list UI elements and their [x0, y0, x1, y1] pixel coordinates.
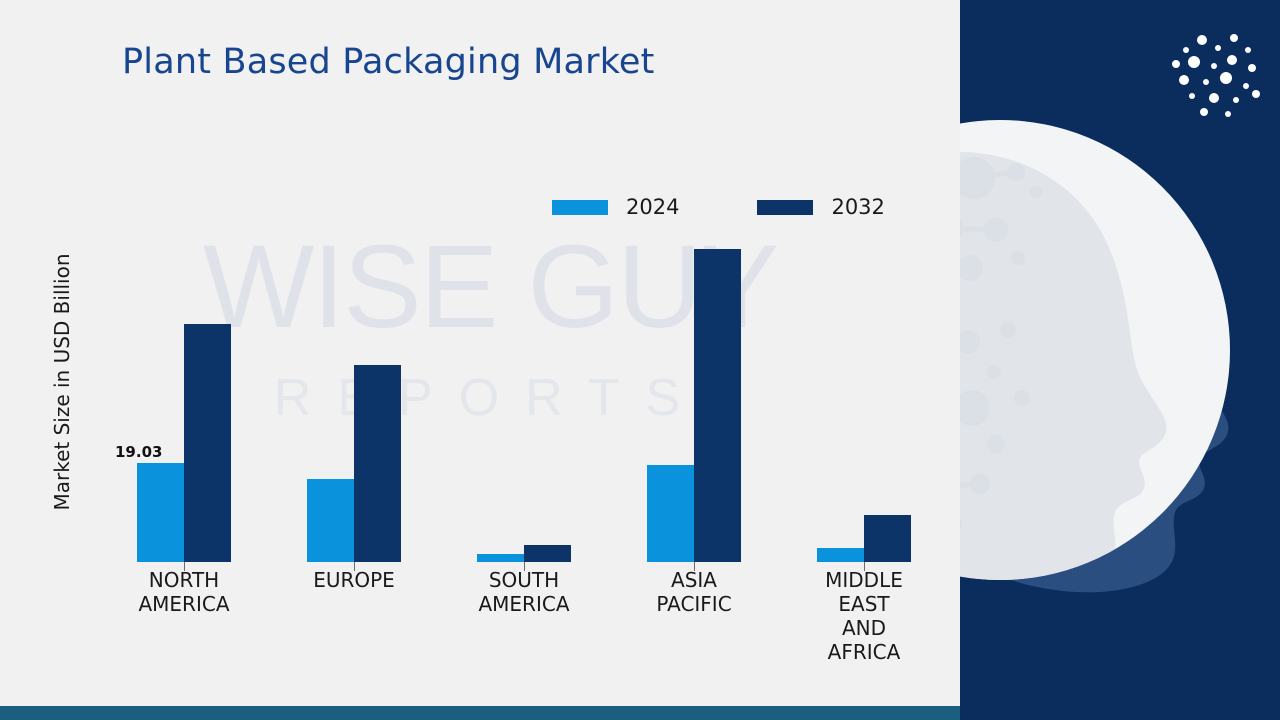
page-title: Plant Based Packaging Market — [122, 42, 655, 82]
bar-2024-europe — [307, 479, 354, 562]
axis-tick — [184, 562, 185, 571]
legend-item-2024: 2024 — [552, 195, 679, 219]
category-label: ASIA PACIFIC — [656, 568, 732, 616]
bar-2032-europe — [354, 365, 401, 562]
bottom-accent-strip — [0, 706, 960, 720]
category-label: NORTH AMERICA — [138, 568, 230, 616]
head-graphic — [960, 0, 1280, 720]
axis-tick — [354, 562, 355, 571]
bars-layer: 19.03 NORTH AMERICA EUROPE SOUTH AMERICA ASIA P… — [115, 249, 911, 664]
category-label: EUROPE — [313, 568, 395, 592]
bar-2024-middle-east-and-africa — [817, 548, 864, 562]
bar-2032-north-america — [184, 324, 231, 562]
plot-area: Market Size in USD Billion 2024 2032 19.… — [50, 195, 911, 664]
bar-2032-middle-east-and-africa — [864, 515, 911, 562]
legend-swatch-2024 — [552, 199, 608, 215]
axis-tick — [694, 562, 695, 571]
logo-dots-icon — [1172, 34, 1260, 117]
axis-tick — [864, 562, 865, 571]
chart-legend: 2024 2032 — [552, 195, 885, 219]
legend-label-2024: 2024 — [626, 195, 680, 219]
bar-2024-asia-pacific — [647, 465, 694, 562]
category-label: SOUTH AMERICA — [478, 568, 570, 616]
head-profile-icon — [960, 120, 1230, 593]
bar-2024-south-america — [477, 554, 524, 562]
brand-panel: WISE GUY REPORTS — [960, 0, 1280, 720]
bar-2032-asia-pacific — [694, 249, 741, 562]
brain-pattern — [960, 151, 1167, 580]
bar-value-label: 19.03 — [115, 443, 163, 461]
legend-label-2032: 2032 — [831, 195, 885, 219]
axis-tick — [524, 562, 525, 571]
category-label: MIDDLE EAST AND AFRICA — [825, 568, 903, 664]
legend-item-2032: 2032 — [757, 195, 885, 219]
bar-2032-south-america — [524, 545, 571, 562]
legend-swatch-2032 — [757, 199, 814, 215]
bar-2024-north-america — [137, 463, 184, 562]
